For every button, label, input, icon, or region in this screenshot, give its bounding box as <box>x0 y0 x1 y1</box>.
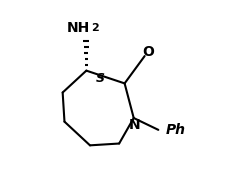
Text: O: O <box>143 45 155 59</box>
Text: NH: NH <box>67 21 90 35</box>
Text: Ph: Ph <box>166 123 186 137</box>
Text: N: N <box>129 118 140 132</box>
Text: 2: 2 <box>91 23 98 33</box>
Text: S: S <box>95 72 104 85</box>
